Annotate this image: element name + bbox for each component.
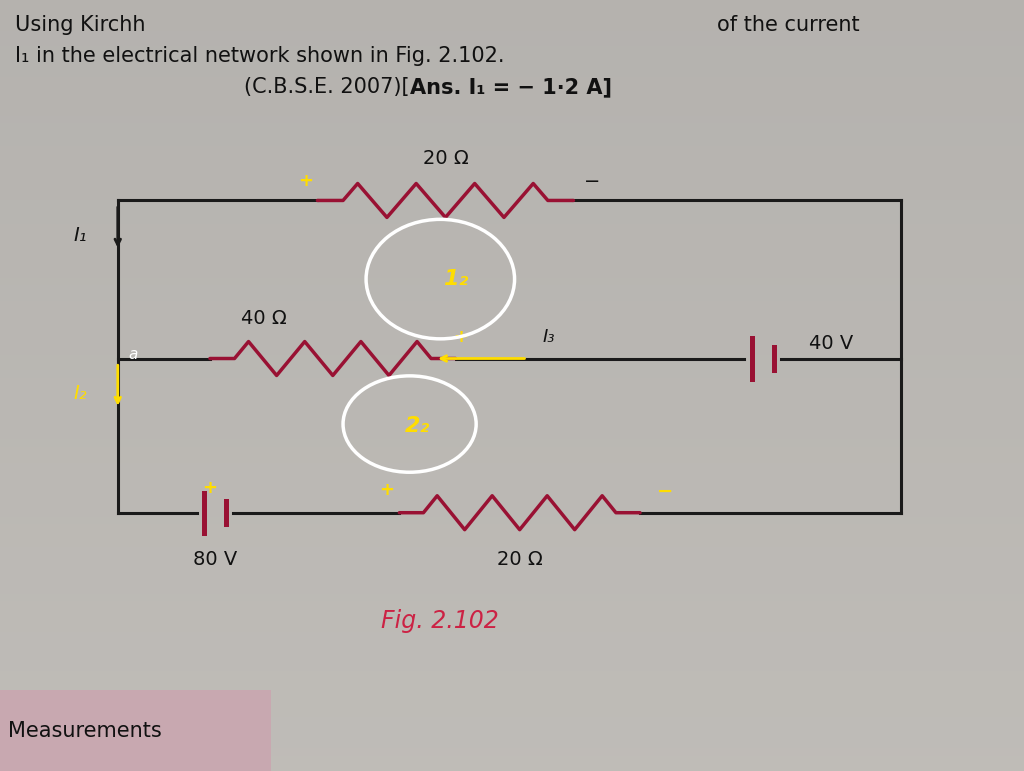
Text: +: + <box>298 172 312 190</box>
Bar <box>0 690 271 771</box>
Text: −: − <box>584 172 600 190</box>
Text: Ans. I₁ = − 1·2 A]: Ans. I₁ = − 1·2 A] <box>410 77 611 97</box>
Text: +: + <box>380 480 394 499</box>
Text: 40 V: 40 V <box>809 334 853 352</box>
Text: a: a <box>128 347 137 362</box>
Text: 20 Ω: 20 Ω <box>423 149 468 168</box>
Text: of the current: of the current <box>717 15 859 35</box>
Text: I₁: I₁ <box>74 226 87 244</box>
Text: 80 V: 80 V <box>193 550 238 569</box>
Text: 40 Ω: 40 Ω <box>241 308 287 328</box>
Text: +: + <box>203 479 217 497</box>
Text: Fig. 2.102: Fig. 2.102 <box>382 608 499 633</box>
Text: Using Kirchh: Using Kirchh <box>15 15 145 35</box>
Text: Measurements: Measurements <box>8 721 162 741</box>
Text: +: + <box>454 328 468 346</box>
Text: −: − <box>657 482 674 500</box>
Text: I₃: I₃ <box>543 328 555 346</box>
Text: (C.B.S.E. 2007)[: (C.B.S.E. 2007)[ <box>244 77 410 97</box>
Text: 20 Ω: 20 Ω <box>497 550 543 569</box>
Text: I₁ in the electrical network shown in Fig. 2.102.: I₁ in the electrical network shown in Fi… <box>15 46 505 66</box>
Text: I₂: I₂ <box>74 384 87 402</box>
Text: 2₂: 2₂ <box>406 416 430 436</box>
Text: 1₂: 1₂ <box>443 269 468 289</box>
